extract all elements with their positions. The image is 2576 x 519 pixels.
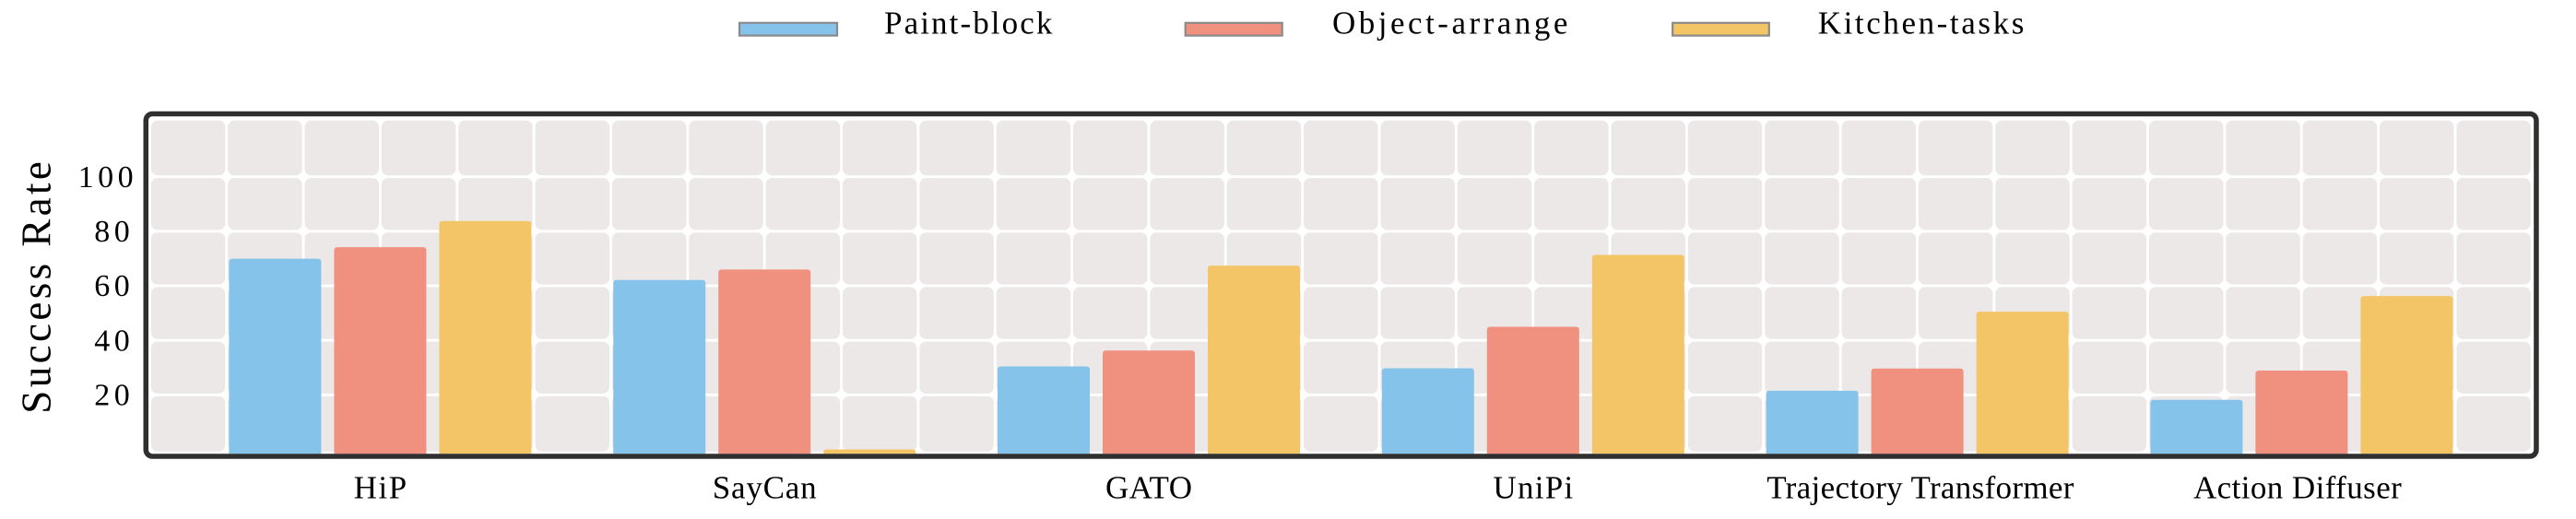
svg-text:100: 100 [78, 160, 138, 195]
svg-text:Trajectory Transformer: Trajectory Transformer [1767, 470, 2074, 506]
svg-text:HiP: HiP [354, 470, 408, 506]
svg-text:SayCan: SayCan [713, 470, 818, 506]
svg-text:60: 60 [94, 269, 134, 303]
svg-text:Action Diffuser: Action Diffuser [2193, 470, 2402, 506]
svg-text:Object-arrange: Object-arrange [1332, 6, 1571, 41]
svg-text:GATO: GATO [1105, 470, 1193, 506]
svg-text:40: 40 [94, 324, 134, 358]
svg-text:UniPi: UniPi [1493, 470, 1574, 506]
svg-text:Kitchen-tasks: Kitchen-tasks [1818, 6, 2027, 41]
svg-text:80: 80 [94, 215, 134, 249]
svg-text:Success Rate: Success Rate [14, 159, 60, 414]
svg-text:20: 20 [94, 379, 134, 413]
svg-text:Paint-block: Paint-block [884, 6, 1054, 41]
